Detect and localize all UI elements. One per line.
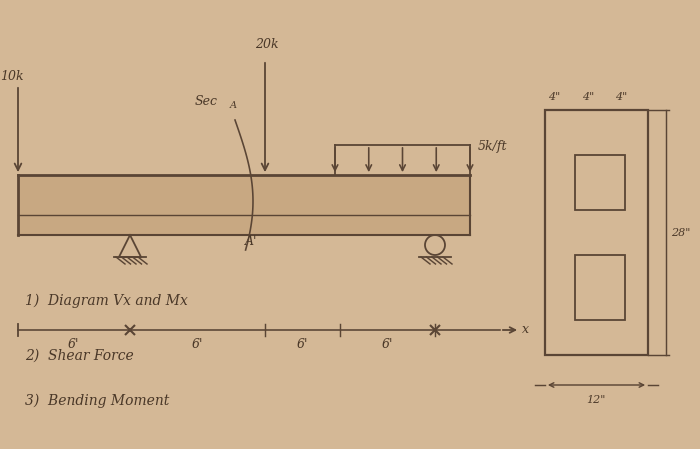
Text: Sec: Sec: [195, 95, 218, 108]
Text: 6': 6': [192, 338, 203, 351]
Text: 12": 12": [587, 395, 606, 405]
Text: 6': 6': [68, 338, 79, 351]
Text: A': A': [245, 235, 258, 248]
Text: 6': 6': [382, 338, 393, 351]
Text: 4": 4": [615, 92, 627, 102]
Text: 3)  Bending Moment: 3) Bending Moment: [25, 394, 169, 408]
Text: A: A: [230, 101, 237, 110]
Text: 10k: 10k: [0, 70, 24, 83]
FancyBboxPatch shape: [545, 110, 648, 355]
Text: 5k/ft: 5k/ft: [478, 140, 508, 153]
FancyBboxPatch shape: [575, 155, 625, 210]
FancyBboxPatch shape: [18, 175, 470, 235]
Text: 4": 4": [582, 92, 594, 102]
Text: 1)  Diagram Vx and Mx: 1) Diagram Vx and Mx: [25, 294, 188, 308]
FancyBboxPatch shape: [575, 255, 625, 320]
Text: 2)  Shear Force: 2) Shear Force: [25, 349, 134, 363]
Text: x: x: [522, 323, 529, 336]
Text: 28": 28": [671, 228, 690, 238]
Text: 20k: 20k: [255, 38, 279, 51]
Text: 4": 4": [548, 92, 560, 102]
Text: 6': 6': [297, 338, 308, 351]
